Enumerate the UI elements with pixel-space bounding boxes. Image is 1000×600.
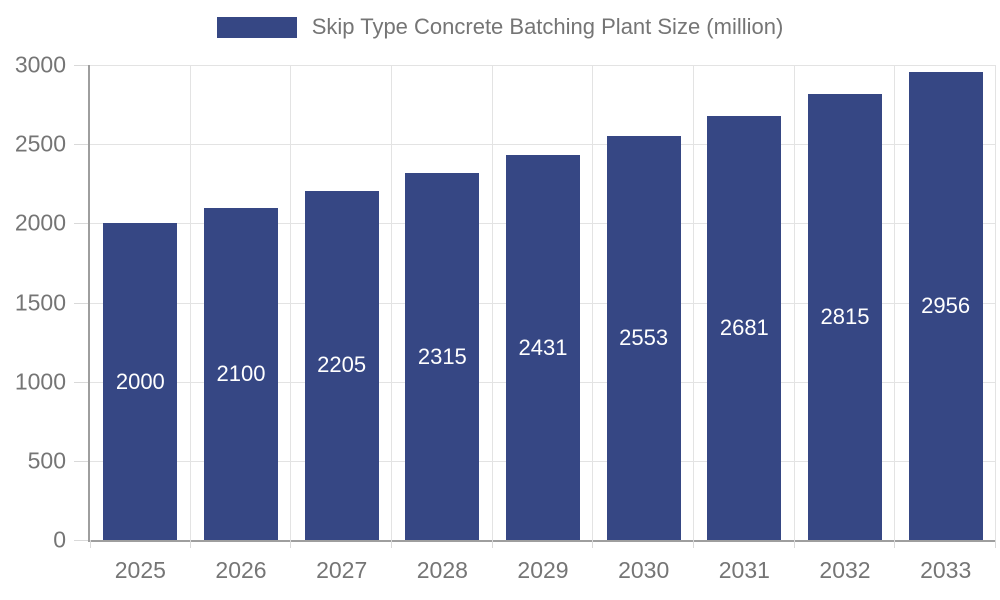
x-axis-tick-label: 2029 (517, 557, 569, 583)
bar[interactable]: 2000 (103, 223, 178, 540)
x-axis-tick-label: 2027 (316, 557, 368, 583)
vertical-gridline (290, 65, 292, 540)
x-axis-tick-label: 2033 (920, 557, 972, 583)
x-axis-tick (491, 540, 493, 548)
x-axis-tick-label: 2031 (718, 557, 770, 583)
bar-value-label: 2000 (115, 368, 165, 394)
horizontal-gridline (90, 65, 996, 66)
vertical-gridline (491, 65, 493, 540)
x-axis-labels: 2025 2026 2027 2028 2029 2030 2031 2032 2033 (90, 540, 996, 590)
horizontal-gridline (90, 144, 996, 146)
legend-swatch (216, 16, 297, 38)
bar[interactable]: 2315 (405, 173, 480, 540)
bar-value-label: 2553 (619, 324, 669, 350)
y-axis-tick (74, 381, 88, 383)
bar-value-label: 2431 (518, 334, 568, 360)
x-axis-tick (189, 540, 191, 548)
bar[interactable]: 2553 (606, 135, 681, 540)
legend-label: Skip Type Concrete Batching Plant Size (… (311, 14, 784, 39)
y-axis-tick-label: 500 (27, 447, 66, 474)
bar[interactable]: 2100 (204, 207, 278, 540)
x-axis-tick-label: 2028 (416, 557, 468, 583)
vertical-gridline (189, 65, 191, 540)
bar-value-label: 2681 (719, 314, 769, 340)
bar-value-label: 2815 (820, 304, 870, 330)
x-axis-tick (592, 540, 594, 548)
vertical-gridline (793, 65, 795, 540)
bar[interactable]: 2956 (908, 71, 983, 540)
y-axis-tick (74, 223, 88, 225)
x-axis-tick (90, 540, 91, 548)
y-axis-tick (74, 144, 88, 146)
x-axis-tick-label: 2032 (819, 557, 871, 583)
y-axis-tick-label: 3000 (14, 51, 66, 78)
bar-value-label: 2956 (921, 292, 971, 318)
bar-value-label: 2205 (317, 352, 367, 378)
x-axis-tick (693, 540, 694, 548)
vertical-gridline (391, 65, 392, 540)
x-axis-tick (995, 540, 996, 548)
vertical-gridline (592, 65, 594, 540)
y-axis-tick-label: 0 (53, 526, 66, 553)
bar[interactable]: 2815 (808, 94, 882, 540)
legend-item[interactable]: Skip Type Concrete Batching Plant Size (… (0, 14, 1000, 40)
vertical-gridline (995, 65, 996, 540)
bar-value-label: 2315 (417, 343, 467, 369)
x-axis-tick-label: 2026 (215, 557, 267, 583)
x-axis-tick-label: 2030 (618, 557, 670, 583)
y-axis-tick-label: 1500 (14, 289, 66, 315)
bar[interactable]: 2205 (304, 190, 379, 540)
x-axis-tick (391, 540, 392, 548)
y-axis-tick-label: 2000 (14, 209, 66, 236)
y-axis-tick-label: 1000 (14, 368, 66, 395)
vertical-gridline (894, 65, 896, 540)
x-axis-tick-label: 2025 (114, 557, 166, 583)
y-axis-tick (74, 540, 88, 541)
bar[interactable]: 2681 (707, 115, 782, 540)
y-axis-tick-label: 2500 (14, 130, 66, 157)
y-axis-tick (74, 65, 88, 66)
bar[interactable]: 2431 (506, 155, 580, 540)
y-axis-tick (74, 302, 88, 304)
plot-area: 2000 2100 2205 2315 2431 2553 2681 2815 2956 (74, 65, 996, 548)
x-axis-tick (894, 540, 896, 548)
y-axis-labels: 0 500 1000 1500 2000 2500 3000 (0, 52, 66, 553)
y-axis-tick (74, 460, 88, 462)
vertical-gridline (693, 65, 694, 540)
x-axis-tick (793, 540, 795, 548)
x-axis-tick (290, 540, 292, 548)
bar-value-label: 2100 (216, 360, 266, 386)
